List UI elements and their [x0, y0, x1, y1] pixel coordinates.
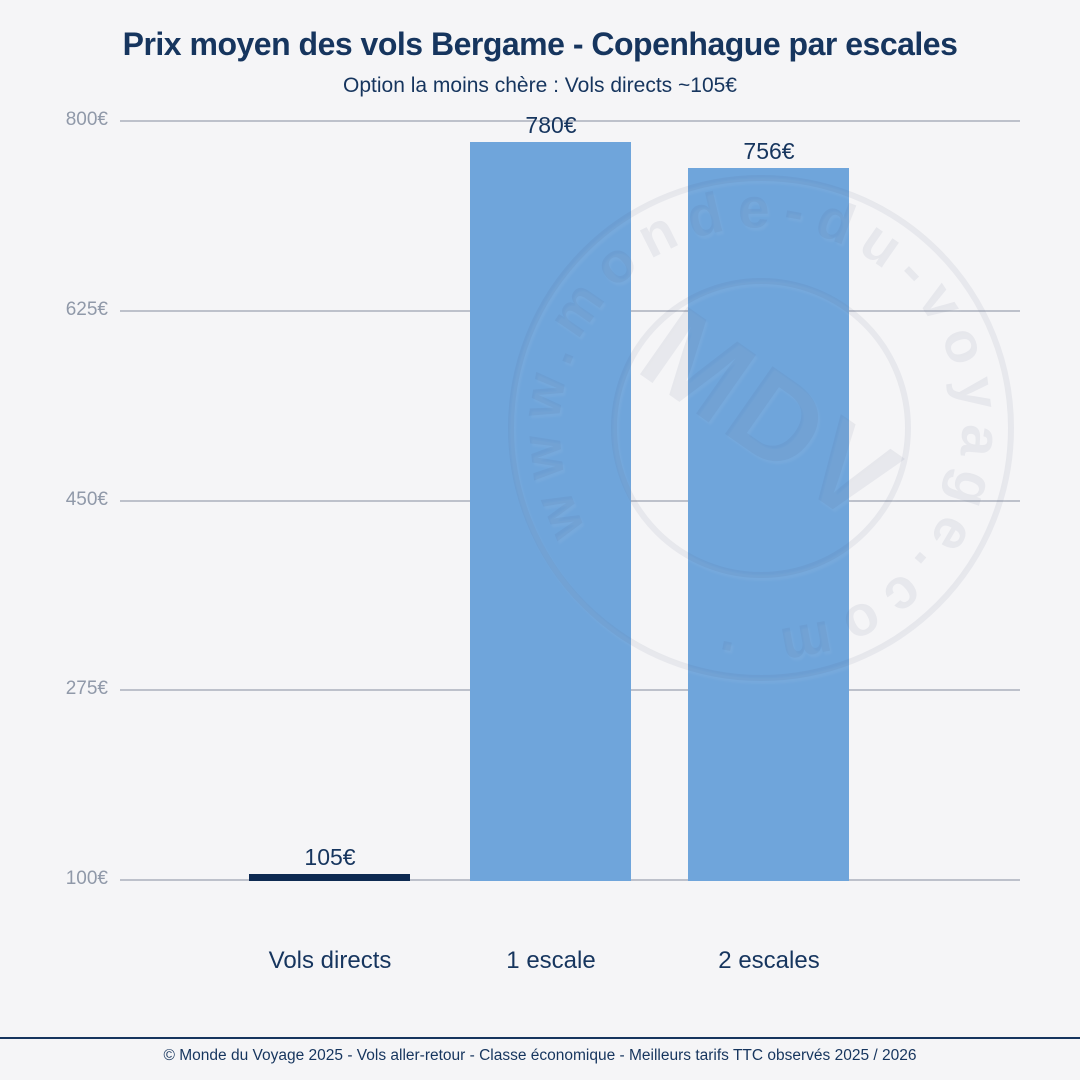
- y-tick-label-625: 625€: [65, 299, 108, 320]
- bar-value-label-3: 756€: [743, 138, 795, 164]
- footer-divider: [0, 1037, 1080, 1039]
- y-tick-label-275: 275€: [65, 678, 108, 699]
- chart-subtitle: Option la moins chère : Vols directs ~10…: [343, 74, 737, 97]
- bar-vols-directs: [249, 874, 410, 881]
- y-tick-label-450: 450€: [65, 489, 108, 510]
- bar-1-escale: [470, 142, 631, 881]
- bar-2-escales: [688, 168, 849, 881]
- x-category-label-3: 2 escales: [718, 947, 820, 974]
- y-tick-label-100: 100€: [65, 868, 108, 889]
- bar-value-label-2: 780€: [525, 112, 577, 138]
- x-category-label-2: 1 escale: [506, 947, 596, 974]
- y-tick-label-800: 800€: [65, 109, 108, 130]
- x-category-label-1: Vols directs: [268, 947, 392, 974]
- chart-title: Prix moyen des vols Bergame - Copenhague…: [122, 26, 958, 62]
- footer-text: © Monde du Voyage 2025 - Vols aller-reto…: [163, 1047, 917, 1064]
- bar-value-label-1: 105€: [304, 844, 356, 870]
- gridline-800: [120, 120, 1020, 122]
